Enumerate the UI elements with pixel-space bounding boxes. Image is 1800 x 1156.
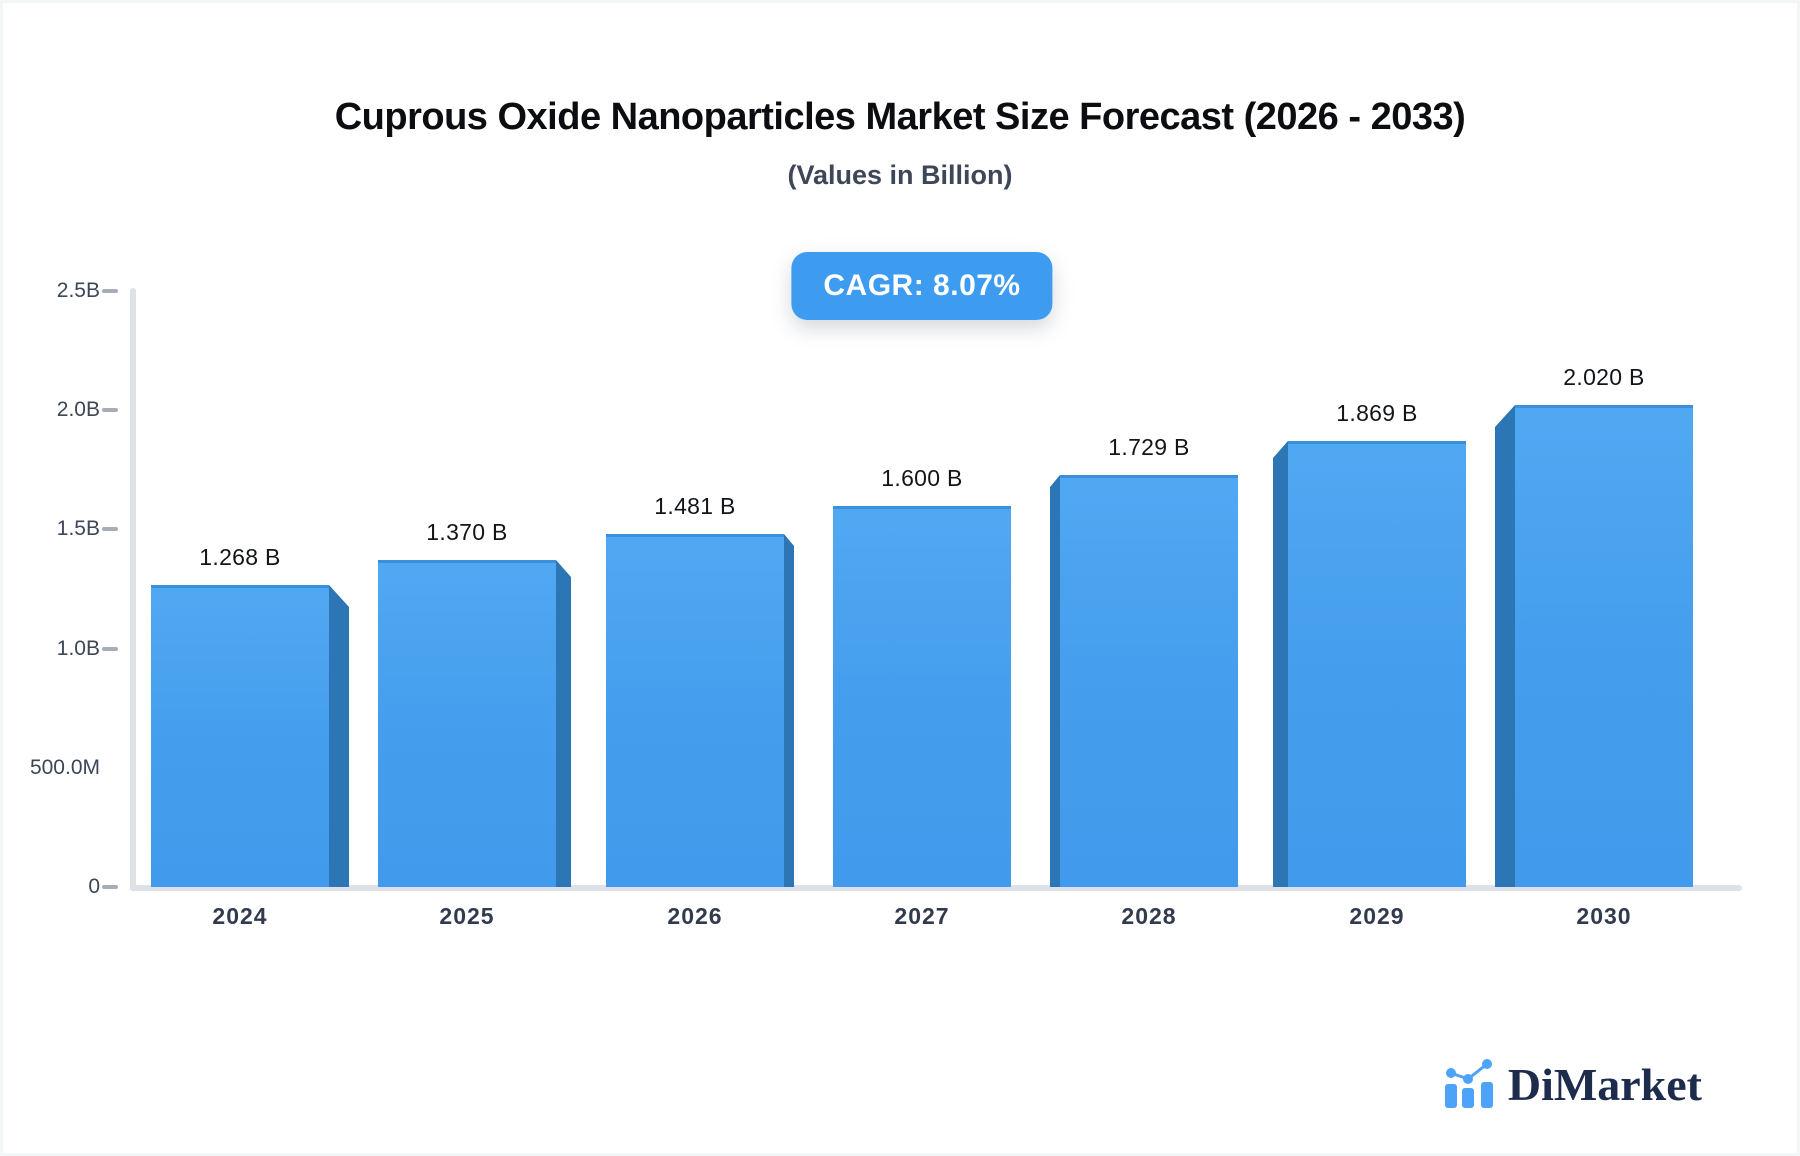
y-tick-mark: [102, 646, 118, 651]
bar-value-label-2030: 2.020 B: [1563, 364, 1645, 390]
dimarket-logo: DiMarket: [1443, 1052, 1702, 1108]
chart-subtitle: (Values in Billion): [787, 160, 1013, 190]
bar-2026: [606, 534, 784, 887]
x-tick-label-2027: 2027: [894, 903, 950, 929]
x-tick-label-2028: 2028: [1121, 903, 1177, 929]
y-tick-mark: [102, 289, 118, 293]
bar-2027: [833, 506, 1011, 887]
x-tick-label-2026: 2026: [667, 903, 723, 929]
bar-2025: [378, 560, 556, 887]
bar-2024: [151, 585, 329, 887]
cagr-badge: CAGR: 8.07%: [791, 252, 1053, 320]
bar-2030: [1515, 405, 1693, 887]
bar-value-label-2027: 1.600 B: [881, 465, 963, 491]
y-tick-label: 500.0M: [29, 755, 100, 779]
bar-side-2028: [1050, 475, 1060, 887]
bar-side-2025: [556, 560, 571, 887]
y-tick-label: 1.0B: [56, 636, 100, 660]
x-tick-label-2029: 2029: [1349, 903, 1405, 929]
bar-value-label-2026: 1.481 B: [654, 493, 736, 519]
bar-value-label-2029: 1.869 B: [1336, 400, 1418, 426]
bar-value-label-2028: 1.729 B: [1108, 434, 1190, 460]
y-tick-mark: [102, 885, 118, 889]
bar-chart-sparkline-icon: [1444, 1059, 1493, 1108]
y-tick-mark: [102, 408, 118, 413]
x-axis-line: [130, 885, 1742, 891]
bar-2029: [1288, 441, 1466, 887]
x-tick-label-2024: 2024: [212, 903, 268, 929]
y-tick-mark: [102, 527, 118, 532]
y-tick-label: 2.5B: [56, 279, 100, 302]
chart-title: Cuprous Oxide Nanoparticles Market Size …: [334, 96, 1466, 138]
x-tick-label-2030: 2030: [1576, 903, 1632, 929]
y-axis-line: [130, 288, 136, 891]
logo-text: DiMarket: [1507, 1059, 1702, 1110]
x-tick-label-2025: 2025: [439, 903, 495, 929]
bar-side-2026: [784, 534, 794, 887]
y-tick-label: 2.0B: [56, 398, 100, 422]
y-tick-label: 0: [88, 875, 100, 898]
bar-side-2030: [1495, 405, 1515, 887]
bar-2028: [1060, 475, 1238, 887]
bar-side-2029: [1273, 441, 1288, 887]
bar-side-2024: [329, 585, 349, 887]
bar-value-label-2025: 1.370 B: [426, 519, 508, 545]
bar-value-label-2024: 1.268 B: [199, 544, 281, 570]
y-tick-label: 1.5B: [56, 517, 100, 541]
